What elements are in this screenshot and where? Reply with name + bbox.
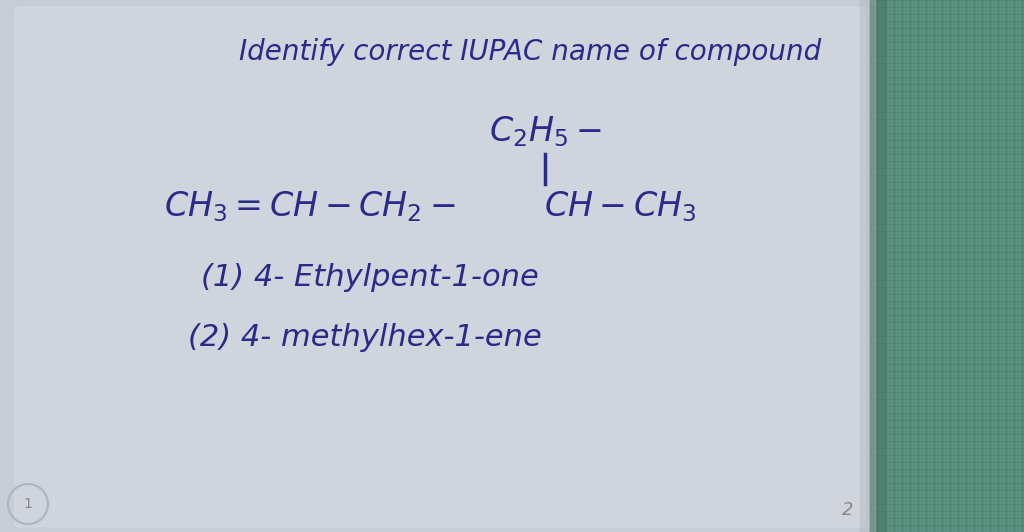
Text: (1) 4- Ethylpent-1-one: (1) 4- Ethylpent-1-one bbox=[201, 262, 539, 292]
Text: 2: 2 bbox=[843, 501, 854, 519]
Text: $CH_3=CH-CH_2-$: $CH_3=CH-CH_2-$ bbox=[164, 189, 456, 225]
Text: 1: 1 bbox=[24, 497, 33, 511]
Bar bbox=[870, 0, 885, 532]
Text: $C_2H_5-$: $C_2H_5-$ bbox=[488, 115, 601, 149]
Bar bbox=[870, 0, 1024, 532]
Bar bbox=[860, 0, 874, 532]
Text: Identify correct IUPAC name of compound: Identify correct IUPAC name of compound bbox=[239, 38, 821, 66]
Text: (2) 4- methylhex-1-ene: (2) 4- methylhex-1-ene bbox=[188, 322, 542, 352]
Text: $CH-CH_3$: $CH-CH_3$ bbox=[544, 189, 696, 225]
FancyBboxPatch shape bbox=[15, 7, 865, 527]
